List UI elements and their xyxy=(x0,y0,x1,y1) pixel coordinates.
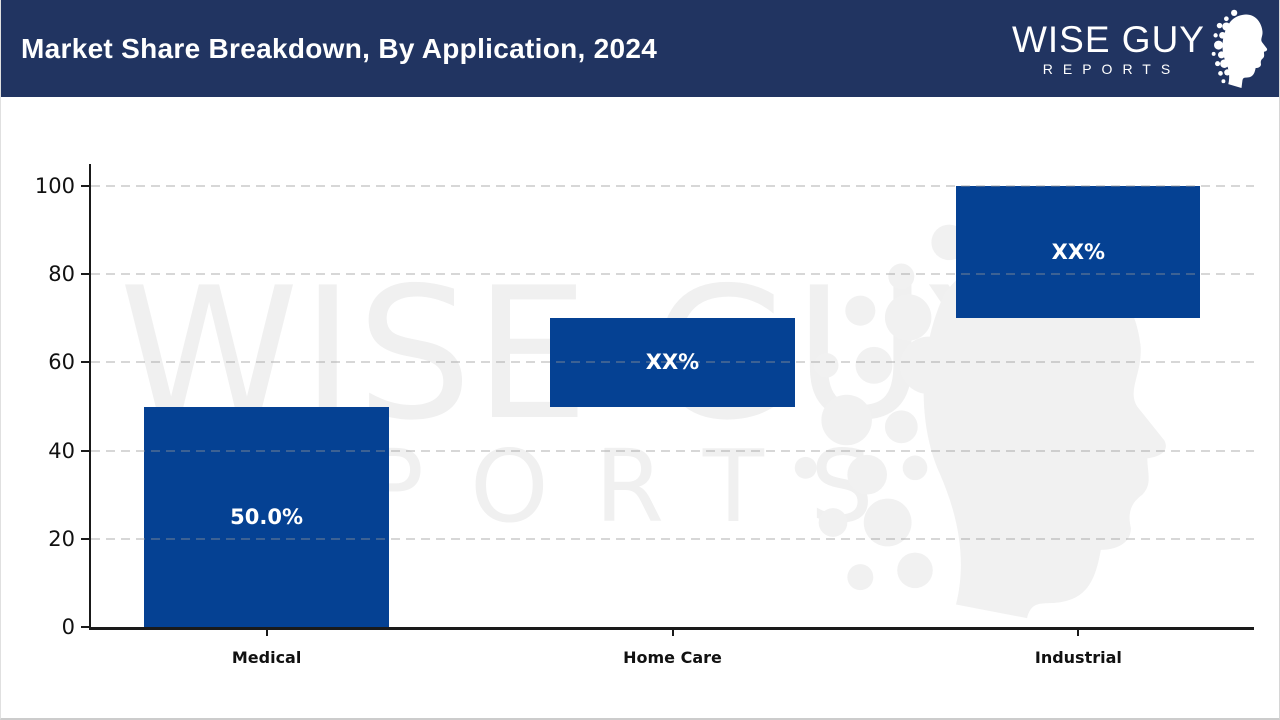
dotted-head-icon xyxy=(1211,9,1268,88)
x-category-label: Home Care xyxy=(623,648,722,667)
bar-value-label: 50.0% xyxy=(230,504,304,529)
x-axis-tick xyxy=(265,630,268,636)
logo-wordmark: WISE GUY xyxy=(1011,18,1205,60)
logo-text: WISE GUY REPORTS xyxy=(1012,21,1205,77)
wise-guy-reports-logo: WISE GUY REPORTS xyxy=(1012,8,1279,90)
bar-value-label: XX% xyxy=(645,350,700,375)
y-axis-tick xyxy=(81,185,89,188)
y-tick-label: 0 xyxy=(61,615,75,639)
bar-value-label: XX% xyxy=(1051,240,1106,265)
gridline xyxy=(91,361,1254,364)
gridline xyxy=(91,537,1254,540)
y-axis-tick xyxy=(81,537,89,540)
x-category-label: Medical xyxy=(231,648,302,667)
bar-industrial xyxy=(956,186,1201,319)
plot-area: 0 20 40 60 80 100 50.0% Medical XX% Home Care XX% I… xyxy=(35,164,1254,667)
watermark-head-icon xyxy=(794,224,1166,619)
x-axis-tick xyxy=(1077,630,1080,636)
x-axis-tick xyxy=(671,630,674,636)
y-axis-tick xyxy=(81,273,89,276)
y-tick-label: 20 xyxy=(48,526,75,551)
bar-home-care xyxy=(550,318,795,407)
gridline xyxy=(91,449,1254,452)
y-tick-label: 60 xyxy=(48,350,75,375)
y-axis-tick xyxy=(81,626,89,628)
bar-medical xyxy=(144,406,389,627)
y-tick-label: 80 xyxy=(48,262,75,287)
x-category-label: Industrial xyxy=(1034,648,1122,667)
page-title: Market Share Breakdown, By Application, … xyxy=(21,32,658,64)
header-band: Market Share Breakdown, By Application, … xyxy=(1,0,1279,97)
logo-subtitle: REPORTS xyxy=(1042,60,1181,77)
y-tick-label: 100 xyxy=(34,174,75,199)
gridline xyxy=(91,185,1254,188)
y-axis-tick xyxy=(81,361,89,364)
y-tick-label: 40 xyxy=(48,438,75,463)
y-axis-tick xyxy=(81,449,89,452)
gridline xyxy=(91,273,1254,276)
